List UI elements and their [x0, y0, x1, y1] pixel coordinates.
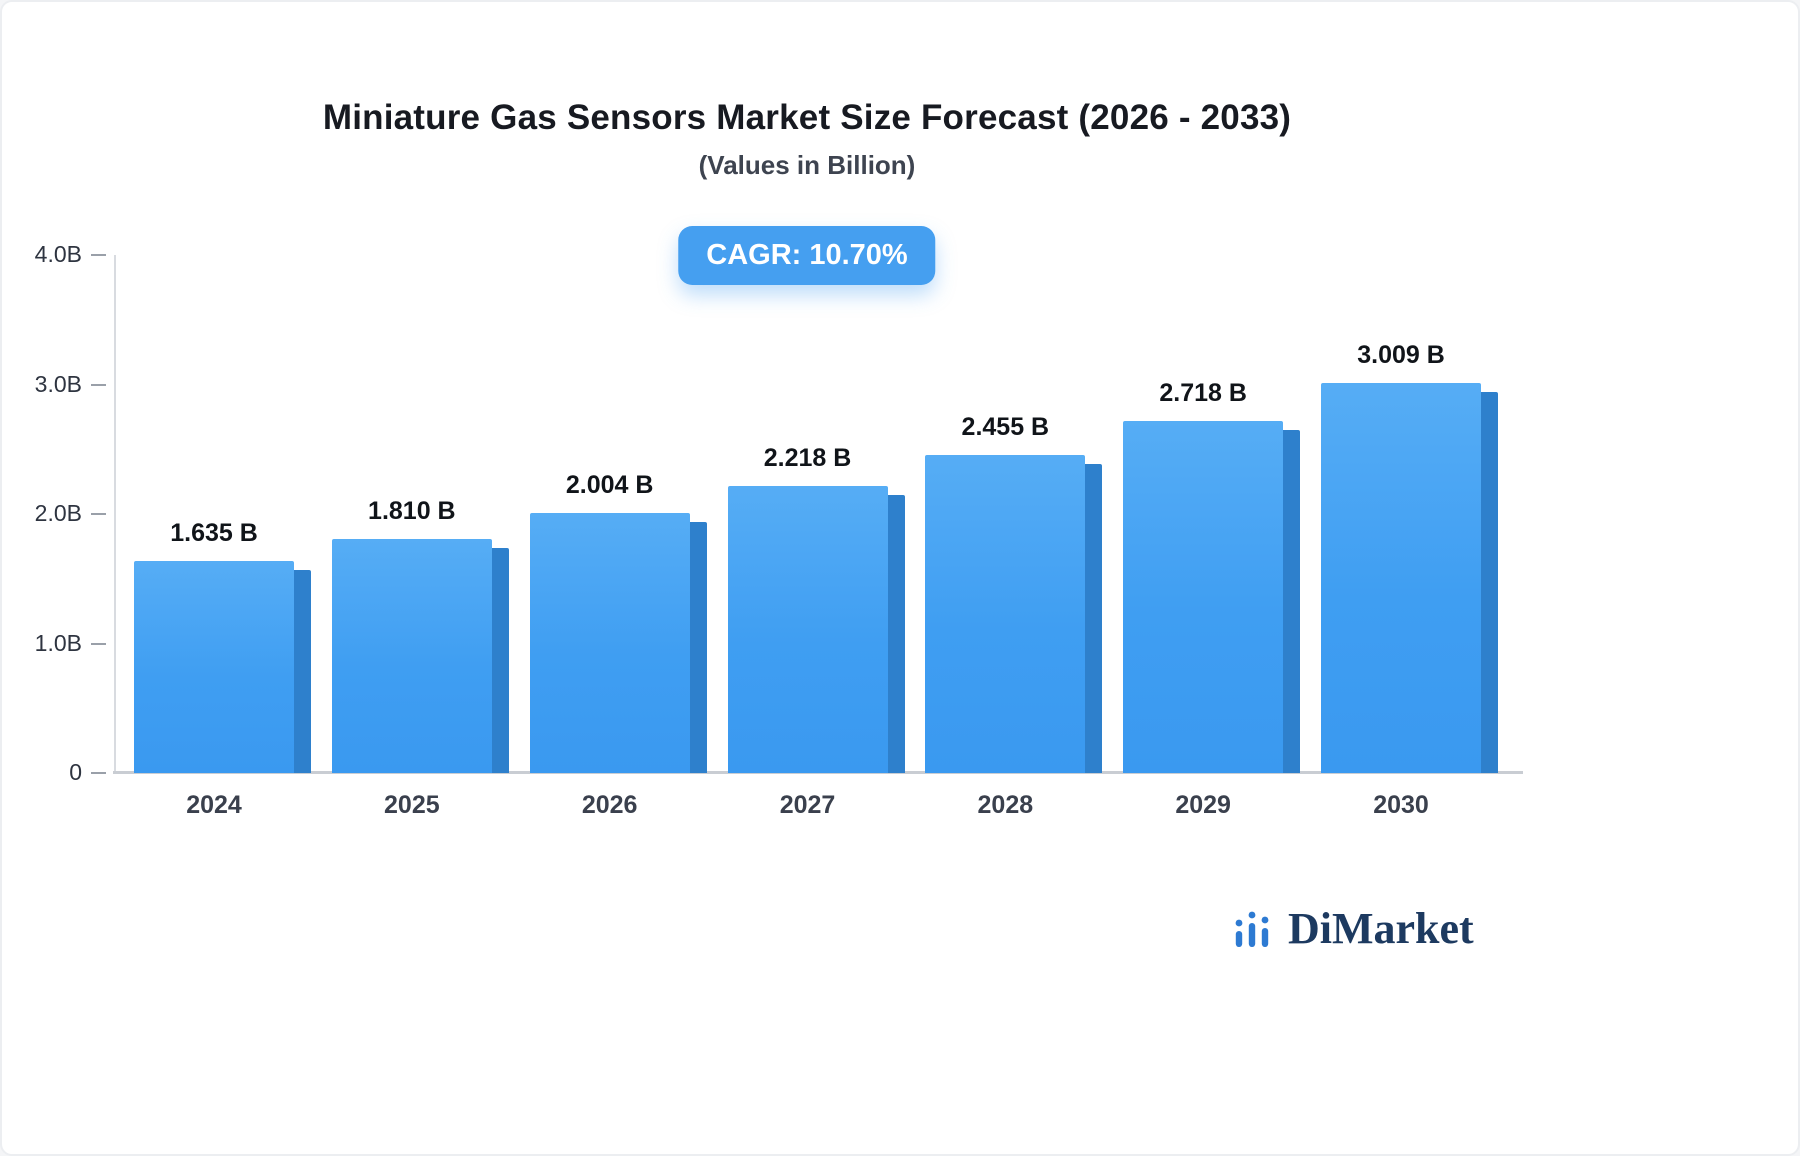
bar-2028 — [925, 455, 1086, 773]
bar-3d-side — [1085, 464, 1103, 773]
bar-value-label: 1.810 B — [368, 496, 456, 525]
x-axis-label-2029: 2029 — [1175, 791, 1231, 819]
y-axis-tick-mark — [91, 383, 106, 386]
cagr-badge: CAGR: 10.70% — [678, 226, 936, 285]
bar-value-label: 3.009 B — [1357, 341, 1445, 370]
y-axis-tick-label: 0 — [69, 759, 82, 785]
bar-3d-side — [689, 522, 707, 773]
bar-2024 — [134, 561, 294, 773]
bar-2027 — [727, 485, 888, 773]
bar-value-label: 2.218 B — [763, 443, 852, 472]
y-axis-tick-label: 3.0B — [34, 370, 82, 397]
bar-group-2027: 2.218 B — [727, 444, 905, 773]
y-axis-line — [114, 255, 116, 773]
y-axis-tick-mark — [91, 513, 106, 515]
bar-3d-side — [491, 547, 509, 773]
y-axis-tick-label: 4.0B — [34, 241, 82, 267]
y-axis-tick-mark — [91, 772, 106, 774]
bar-value-label: 2.718 B — [1159, 379, 1247, 408]
bar-3d-side — [887, 494, 905, 773]
bar-2026 — [529, 513, 690, 773]
dimarket-logo-text: DiMarket — [1288, 904, 1474, 953]
x-axis-label-2028: 2028 — [977, 791, 1034, 819]
bar-group-2025: 1.810 B — [331, 497, 509, 773]
chart-subtitle: (Values in Billion) — [698, 150, 916, 180]
x-axis-label-2026: 2026 — [581, 791, 638, 819]
y-axis-tick-label: 2.0B — [34, 500, 82, 526]
bar-2030 — [1321, 383, 1481, 773]
chart-title: Miniature Gas Sensors Market Size Foreca… — [322, 98, 1292, 137]
bar-3d-side — [294, 570, 311, 773]
bar-3d-side — [1481, 392, 1498, 773]
dimarket-logo: DiMarket — [1230, 905, 1474, 953]
x-axis-label-2025: 2025 — [384, 791, 440, 819]
bar-value-label: 1.635 B — [170, 519, 258, 548]
y-axis-tick-mark — [91, 254, 106, 256]
bar-group-2030: 3.009 B — [1321, 341, 1498, 773]
bar-2029 — [1123, 421, 1284, 773]
dimarket-logo-icon — [1235, 911, 1269, 947]
bar-3d-side — [1283, 430, 1301, 773]
bar-group-2028: 2.455 B — [925, 413, 1103, 773]
x-axis-label-2027: 2027 — [779, 791, 836, 819]
x-axis-label-2030: 2030 — [1373, 791, 1429, 819]
bar-value-label: 2.455 B — [961, 413, 1050, 442]
bar-group-2024: 1.635 B — [134, 519, 311, 773]
bar-group-2026: 2.004 B — [529, 471, 707, 773]
bar-value-label: 2.004 B — [565, 471, 654, 500]
x-axis-label-2024: 2024 — [186, 791, 242, 819]
bar-2025 — [331, 538, 492, 773]
y-axis-tick-mark — [91, 642, 106, 645]
bar-group-2029: 2.718 B — [1123, 379, 1301, 773]
y-axis-tick-label: 1.0B — [34, 629, 82, 656]
